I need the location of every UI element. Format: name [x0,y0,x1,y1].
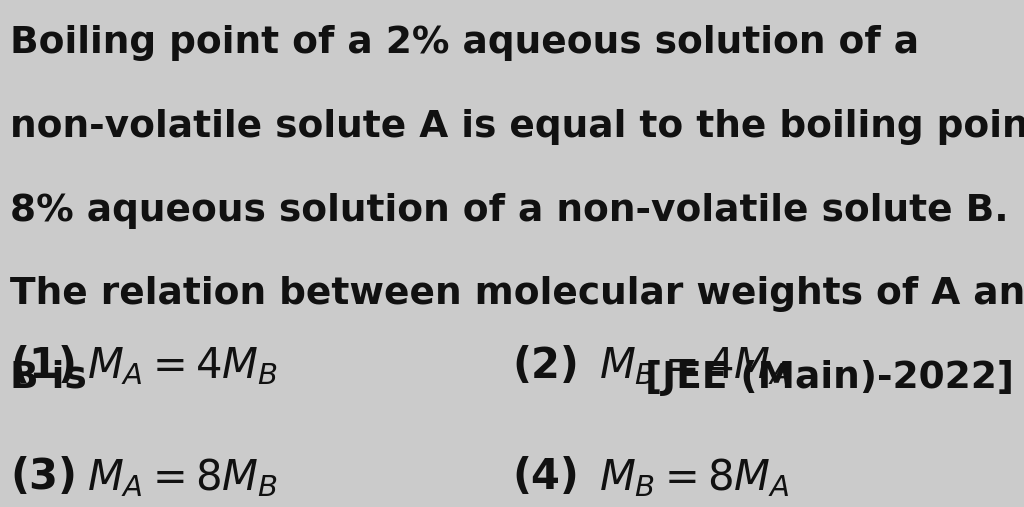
Text: $M_{A} = 4M_{B}$: $M_{A} = 4M_{B}$ [87,345,278,387]
Text: (3): (3) [10,456,77,498]
Text: 8% aqueous solution of a non-volatile solute B.: 8% aqueous solution of a non-volatile so… [10,193,1009,229]
Text: $M_{B} = 8M_{A}$: $M_{B} = 8M_{A}$ [599,456,790,499]
Text: B is: B is [10,360,87,396]
Text: The relation between molecular weights of A and: The relation between molecular weights o… [10,276,1024,312]
Text: Boiling point of a 2% aqueous solution of a: Boiling point of a 2% aqueous solution o… [10,25,920,61]
Text: $M_{A} = 8M_{B}$: $M_{A} = 8M_{B}$ [87,456,278,499]
Text: (2): (2) [512,345,579,387]
Text: $M_{B} = 4M_{A}$: $M_{B} = 4M_{A}$ [599,345,790,387]
Text: [JEE (Main)-2022]: [JEE (Main)-2022] [645,360,1014,396]
Text: non-volatile solute A is equal to the boiling point of: non-volatile solute A is equal to the bo… [10,109,1024,145]
Text: (1): (1) [10,345,77,387]
Text: (4): (4) [512,456,579,498]
